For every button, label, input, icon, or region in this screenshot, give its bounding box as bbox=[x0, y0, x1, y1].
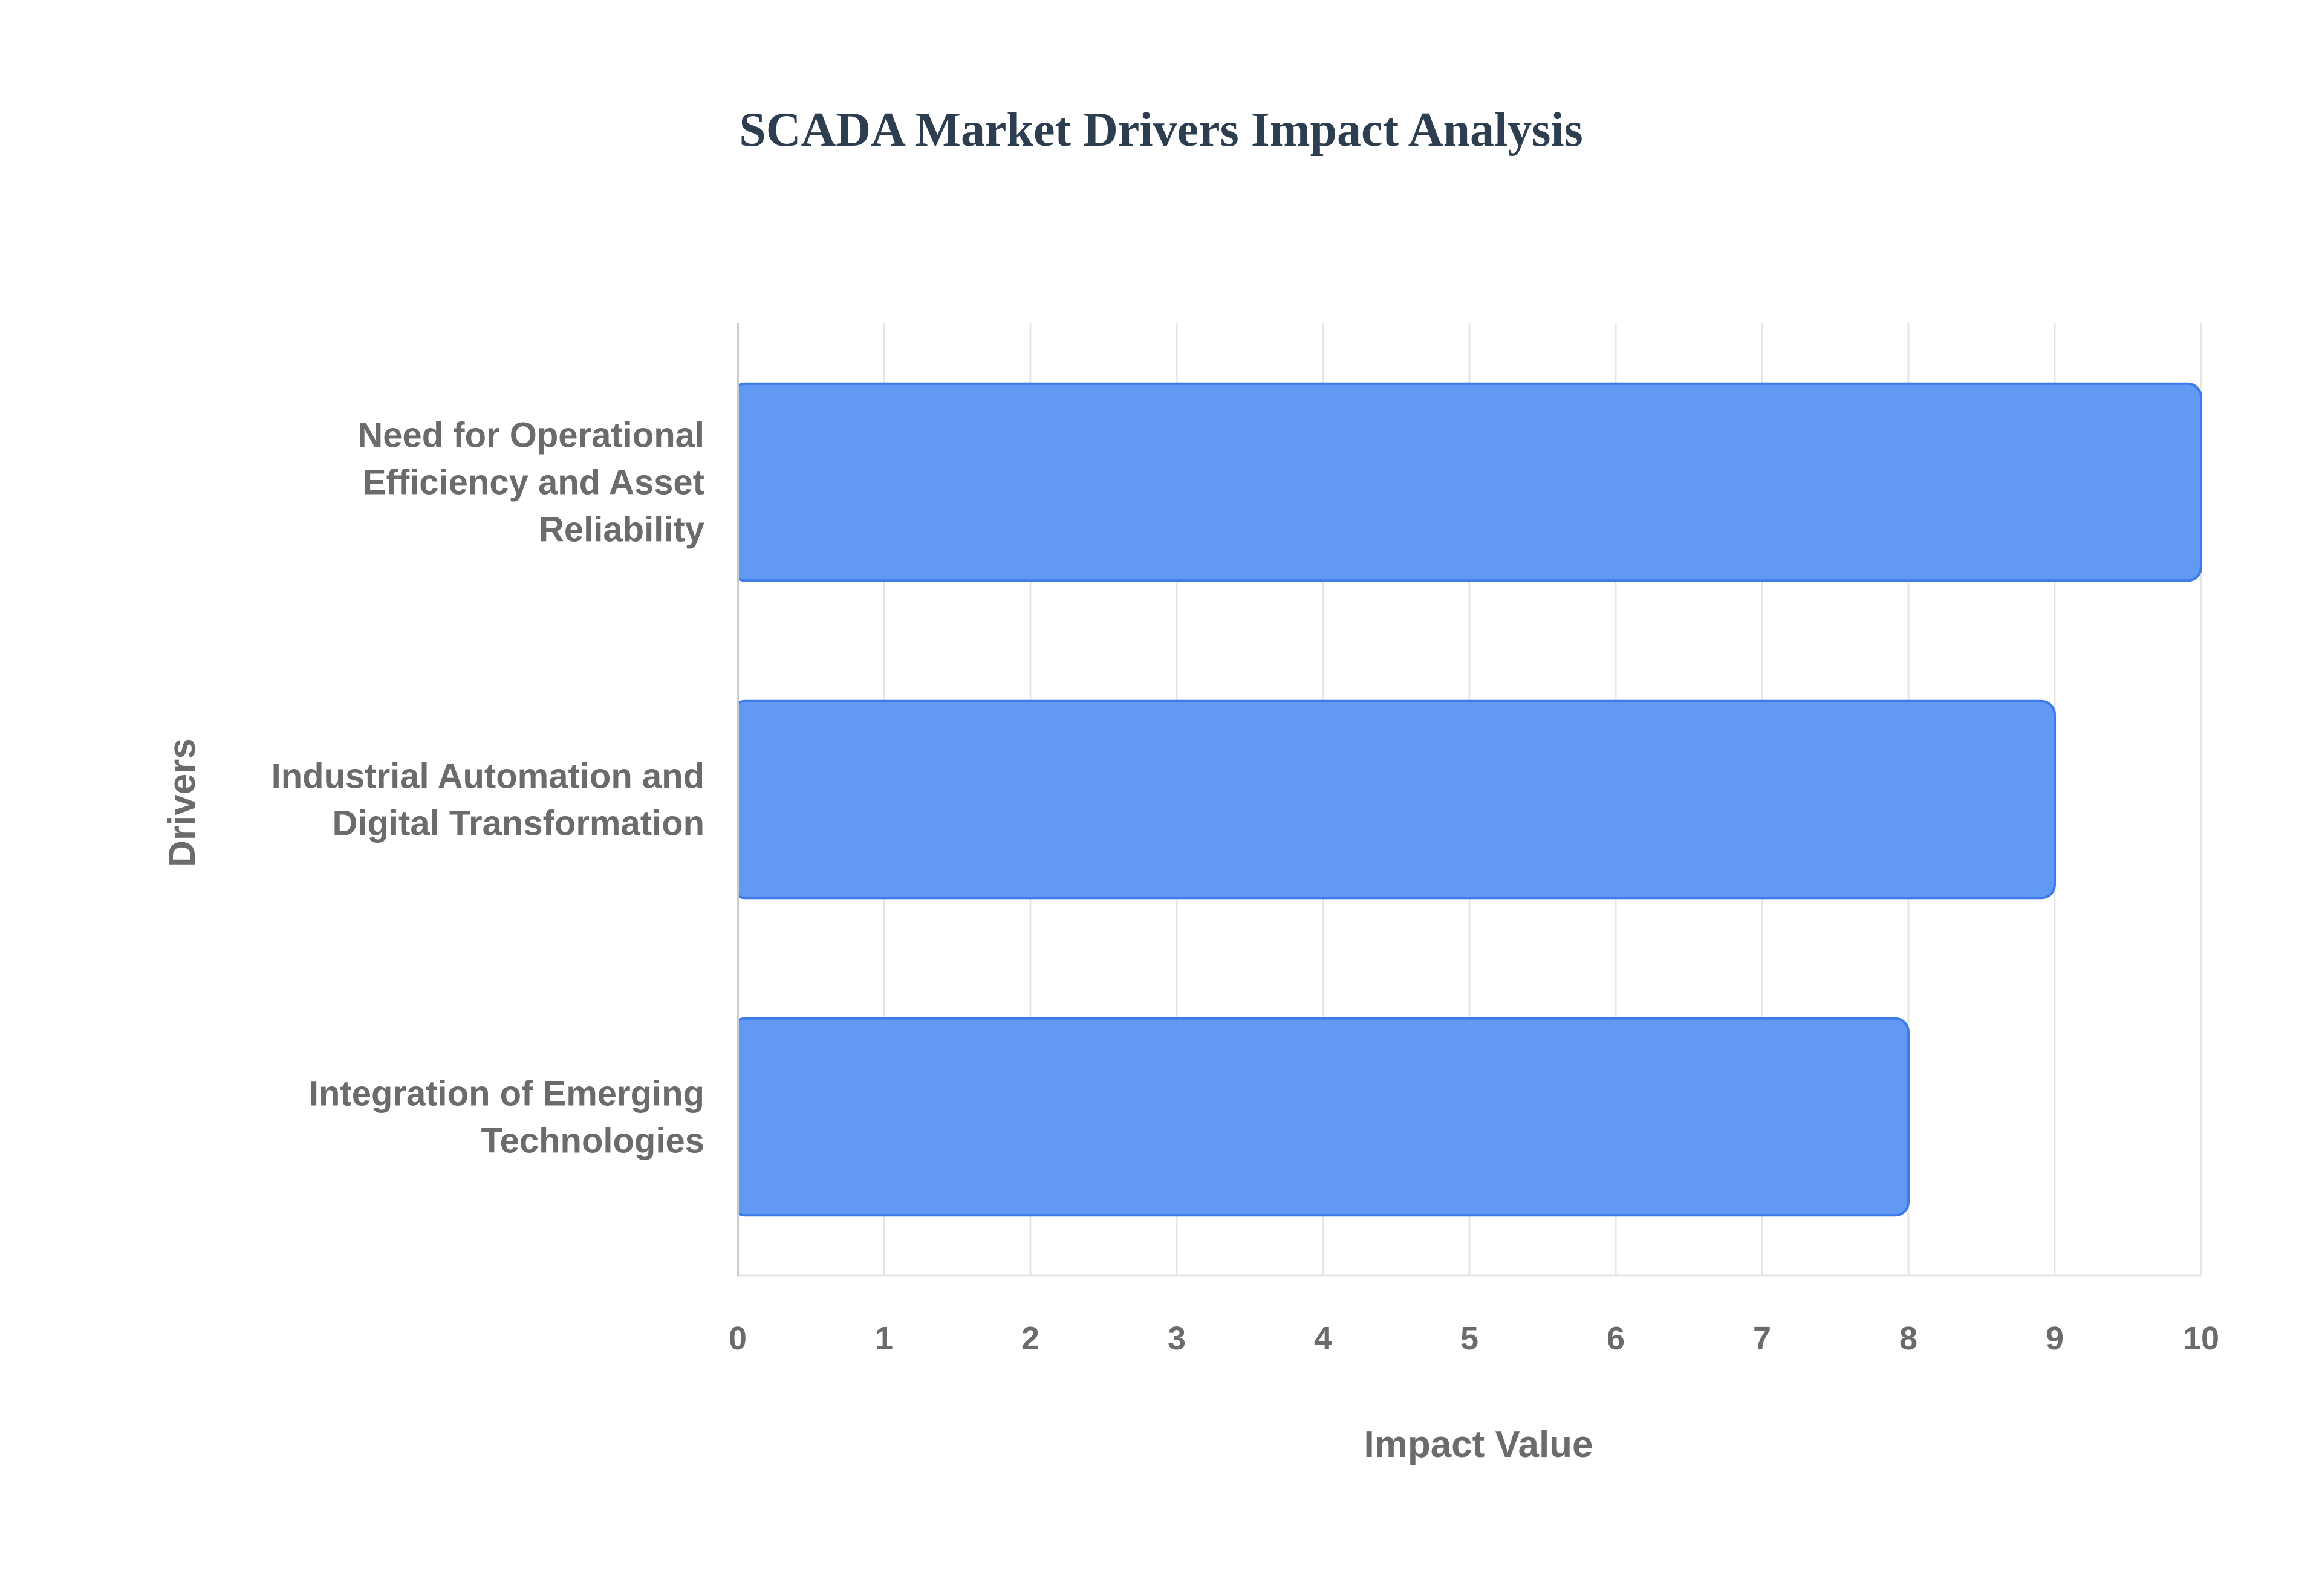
y-tick-label-line: Integration of Emerging bbox=[309, 1074, 704, 1114]
x-tick-label: 7 bbox=[1753, 1320, 1771, 1357]
bars bbox=[729, 323, 2202, 1276]
x-tick-label: 0 bbox=[729, 1320, 747, 1357]
x-tick-labels: 0 1 2 3 4 5 6 7 8 9 10 bbox=[729, 1320, 2219, 1357]
bar bbox=[730, 1017, 1910, 1217]
x-tick-label: 8 bbox=[1899, 1320, 1917, 1357]
y-tick-label-line: Efficiency and Asset bbox=[363, 463, 704, 502]
y-tick-label: Industrial Automation and Digital Transfo… bbox=[272, 757, 704, 843]
y-axis-label: Drivers bbox=[161, 738, 203, 868]
y-tick-label: Need for Operational Efficiency and Asset… bbox=[357, 416, 704, 550]
bar bbox=[730, 699, 2056, 900]
x-tick-label: 1 bbox=[875, 1320, 893, 1357]
x-tick-label: 6 bbox=[1607, 1320, 1625, 1357]
y-tick-label-line: Digital Transformation bbox=[332, 804, 704, 843]
x-tick-label: 3 bbox=[1168, 1320, 1186, 1357]
x-tick-label: 10 bbox=[2183, 1320, 2219, 1357]
y-tick-label-line: Reliability bbox=[539, 510, 704, 550]
x-tick-label: 5 bbox=[1460, 1320, 1478, 1357]
x-tick-label: 2 bbox=[1021, 1320, 1039, 1357]
y-tick-label-line: Industrial Automation and bbox=[272, 757, 704, 796]
x-axis-label: Impact Value bbox=[1364, 1424, 1593, 1465]
y-tick-label: Integration of Emerging Technologies bbox=[309, 1074, 704, 1161]
y-tick-label-line: Technologies bbox=[481, 1121, 704, 1161]
y-tick-label-line: Need for Operational bbox=[357, 416, 704, 455]
y-tick-labels: Need for Operational Efficiency and Asset… bbox=[272, 416, 704, 1161]
x-tick-label: 9 bbox=[2046, 1320, 2064, 1357]
x-tick-label: 4 bbox=[1314, 1320, 1332, 1357]
axis-mask bbox=[729, 323, 737, 1276]
chart-title: SCADA Market Drivers Impact Analysis bbox=[739, 103, 1583, 157]
bar bbox=[730, 382, 2202, 582]
